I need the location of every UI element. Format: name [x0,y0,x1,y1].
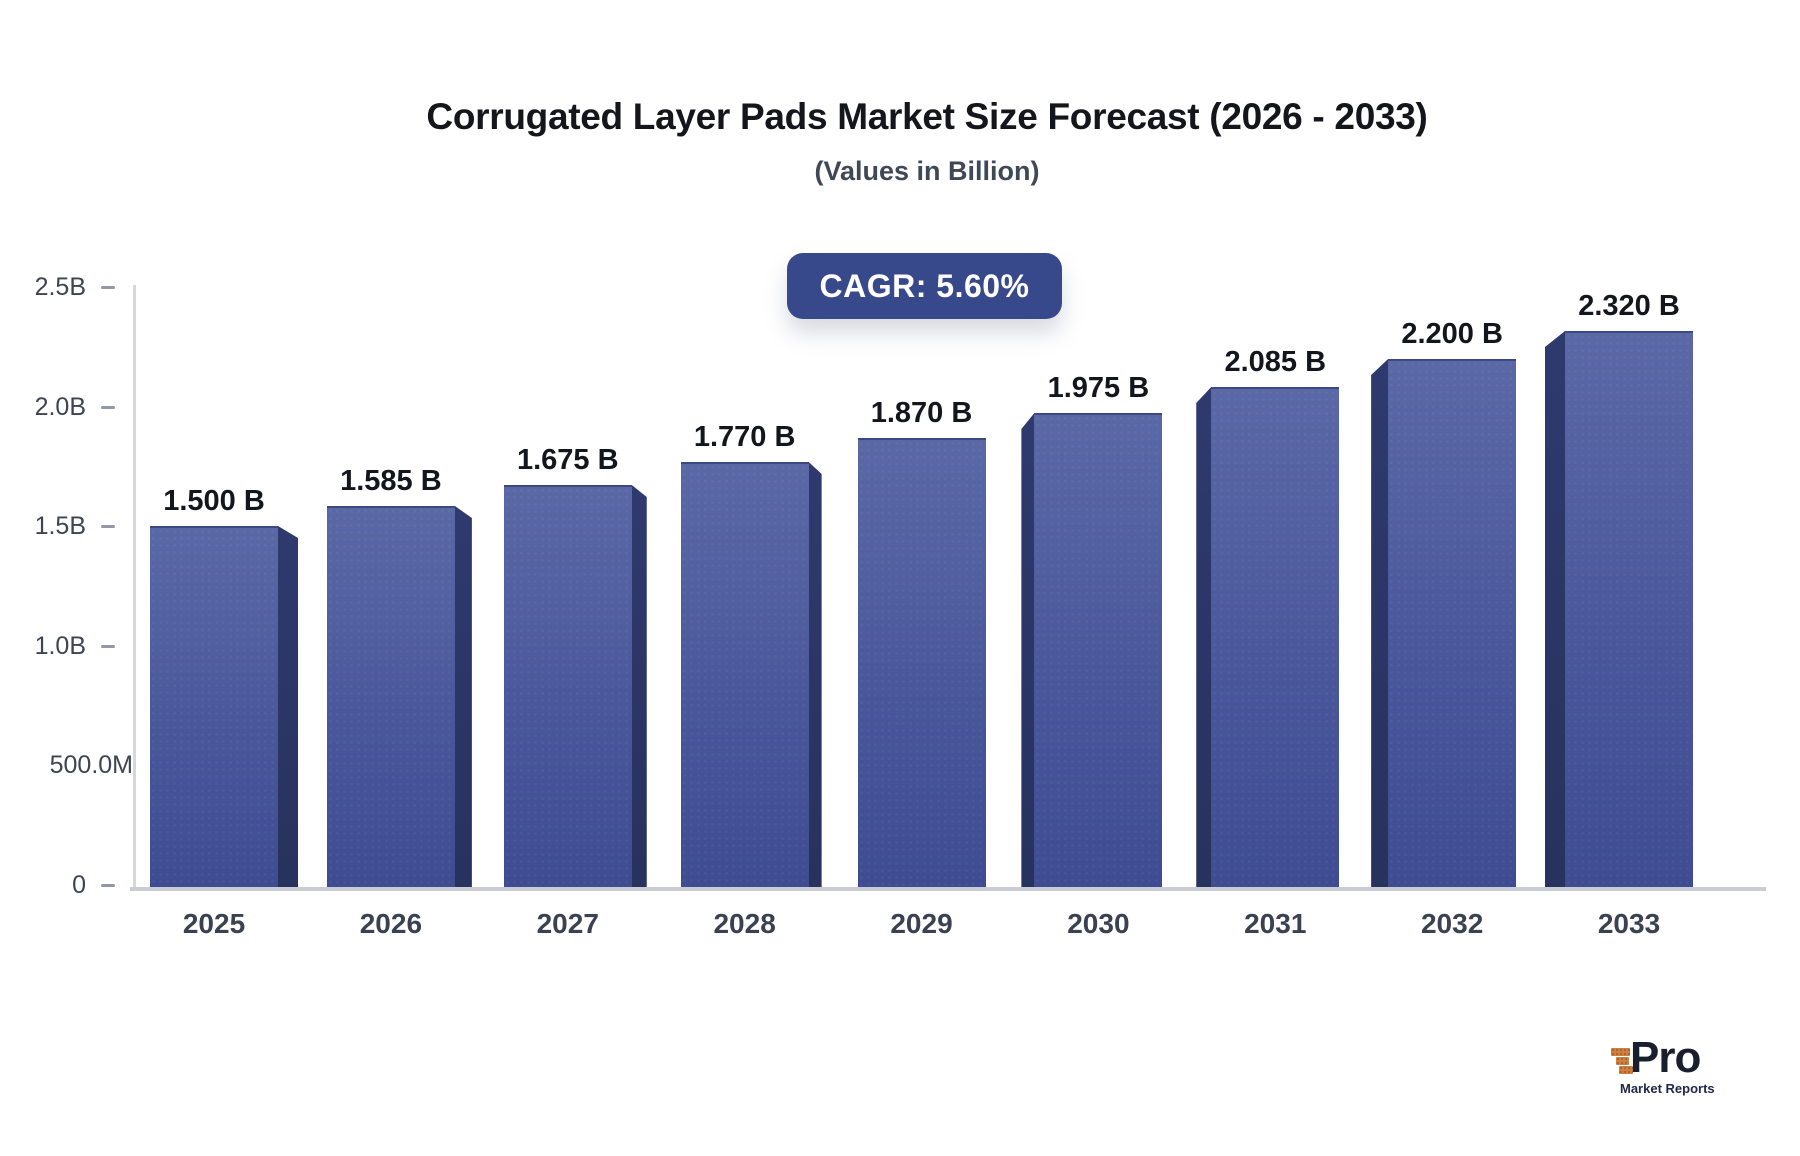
logo-tagline-text: Market Reports [1620,1081,1715,1096]
bar-2032 [1371,359,1517,887]
bar-front-face [1388,359,1517,887]
bar-2033 [1545,331,1693,887]
y-axis-tick-dash [101,883,115,887]
bar-value-label: 2.200 B [1401,318,1503,350]
bar-value-label: 1.675 B [516,444,619,476]
y-axis-tick: 2.0B [0,393,115,421]
x-axis-label: 2027 [536,908,599,939]
bar-2026 [326,506,472,887]
chart-title: Corrugated Layer Pads Market Size Foreca… [426,96,1428,137]
x-axis-label: 2032 [1420,908,1484,939]
chart-header: Corrugated Layer Pads Market Size Foreca… [54,96,1800,187]
y-axis-tick-label: 2.5B [34,273,86,301]
y-axis-tick-dash [101,525,115,528]
x-axis-label: 2026 [359,908,423,939]
bar-front-face [680,462,809,887]
y-axis-tick-label: 1.5B [34,512,86,540]
y-axis-tick-dash [101,286,115,289]
cagr-badge: CAGR: 5.60% [787,253,1062,319]
bar-front-face [503,485,632,887]
bar-2027 [503,485,647,887]
logo-sheet-bar [1611,1048,1630,1056]
y-axis-tick: 1.0B [0,632,115,660]
logo-sheet-bar [1616,1057,1629,1065]
y-axis-tick-dash [101,644,115,648]
bar-value-label: 1.870 B [870,397,973,429]
x-axis-label: 2025 [182,908,246,939]
x-axis-label: 2030 [1067,908,1130,939]
y-axis-tick: 1.5B [0,512,115,541]
bar-side-face [1021,413,1035,887]
bar-2025 [150,526,298,887]
y-axis-tick-dash [101,405,115,409]
bar-2029 [857,438,986,887]
bar-side-face [631,485,647,887]
bar-front-face [1565,331,1693,887]
logo-sheet-bar [1619,1066,1633,1074]
x-axis-label: 2033 [1597,908,1661,939]
bar-front-face [1211,387,1340,887]
x-axis-label: 2029 [890,908,953,939]
bar-front-face [857,438,986,887]
y-axis-line [133,285,136,889]
y-axis-tick-label: 2.0B [34,392,86,421]
logo-brand-text: Pro [1630,1033,1701,1082]
bar-value-label: 1.585 B [340,465,442,497]
bar-2031 [1196,387,1340,887]
bar-side-face [278,526,298,887]
bar-value-label: 2.320 B [1578,290,1680,322]
x-axis-line [130,887,1766,891]
y-axis-tick: 2.5B [0,273,115,302]
chart-subtitle: (Values in Billion) [814,156,1040,186]
bar-side-face [454,506,472,887]
bar-front-face [1034,413,1163,887]
bar-front-face [150,526,278,887]
x-axis-label: 2028 [713,908,776,939]
y-axis-tick-label: 0 [72,870,86,899]
bar-front-face [326,506,455,887]
y-axis-tick-label: 1.0B [34,631,86,660]
x-axis-label: 2031 [1244,908,1307,939]
bar-2030 [1021,413,1163,887]
bar-2028 [680,462,822,887]
y-axis-tick-label: 500.0M [49,751,133,779]
bar-side-face [1196,387,1212,887]
stacked-sheets-icon [1611,1048,1641,1076]
pro-market-reports-logo: Pro Market Reports [1606,1033,1715,1100]
bar-value-label: 1.770 B [693,421,796,453]
bar-value-label: 1.500 B [163,485,265,517]
bar-side-face [1371,359,1389,887]
bar-side-face [1545,331,1565,887]
bar-value-label: 1.975 B [1047,372,1150,404]
y-axis-tick: 0 [0,871,115,899]
bar-value-label: 2.085 B [1224,346,1327,378]
bar-side-face [808,462,822,887]
y-axis-tick: 500.0M [0,751,133,780]
